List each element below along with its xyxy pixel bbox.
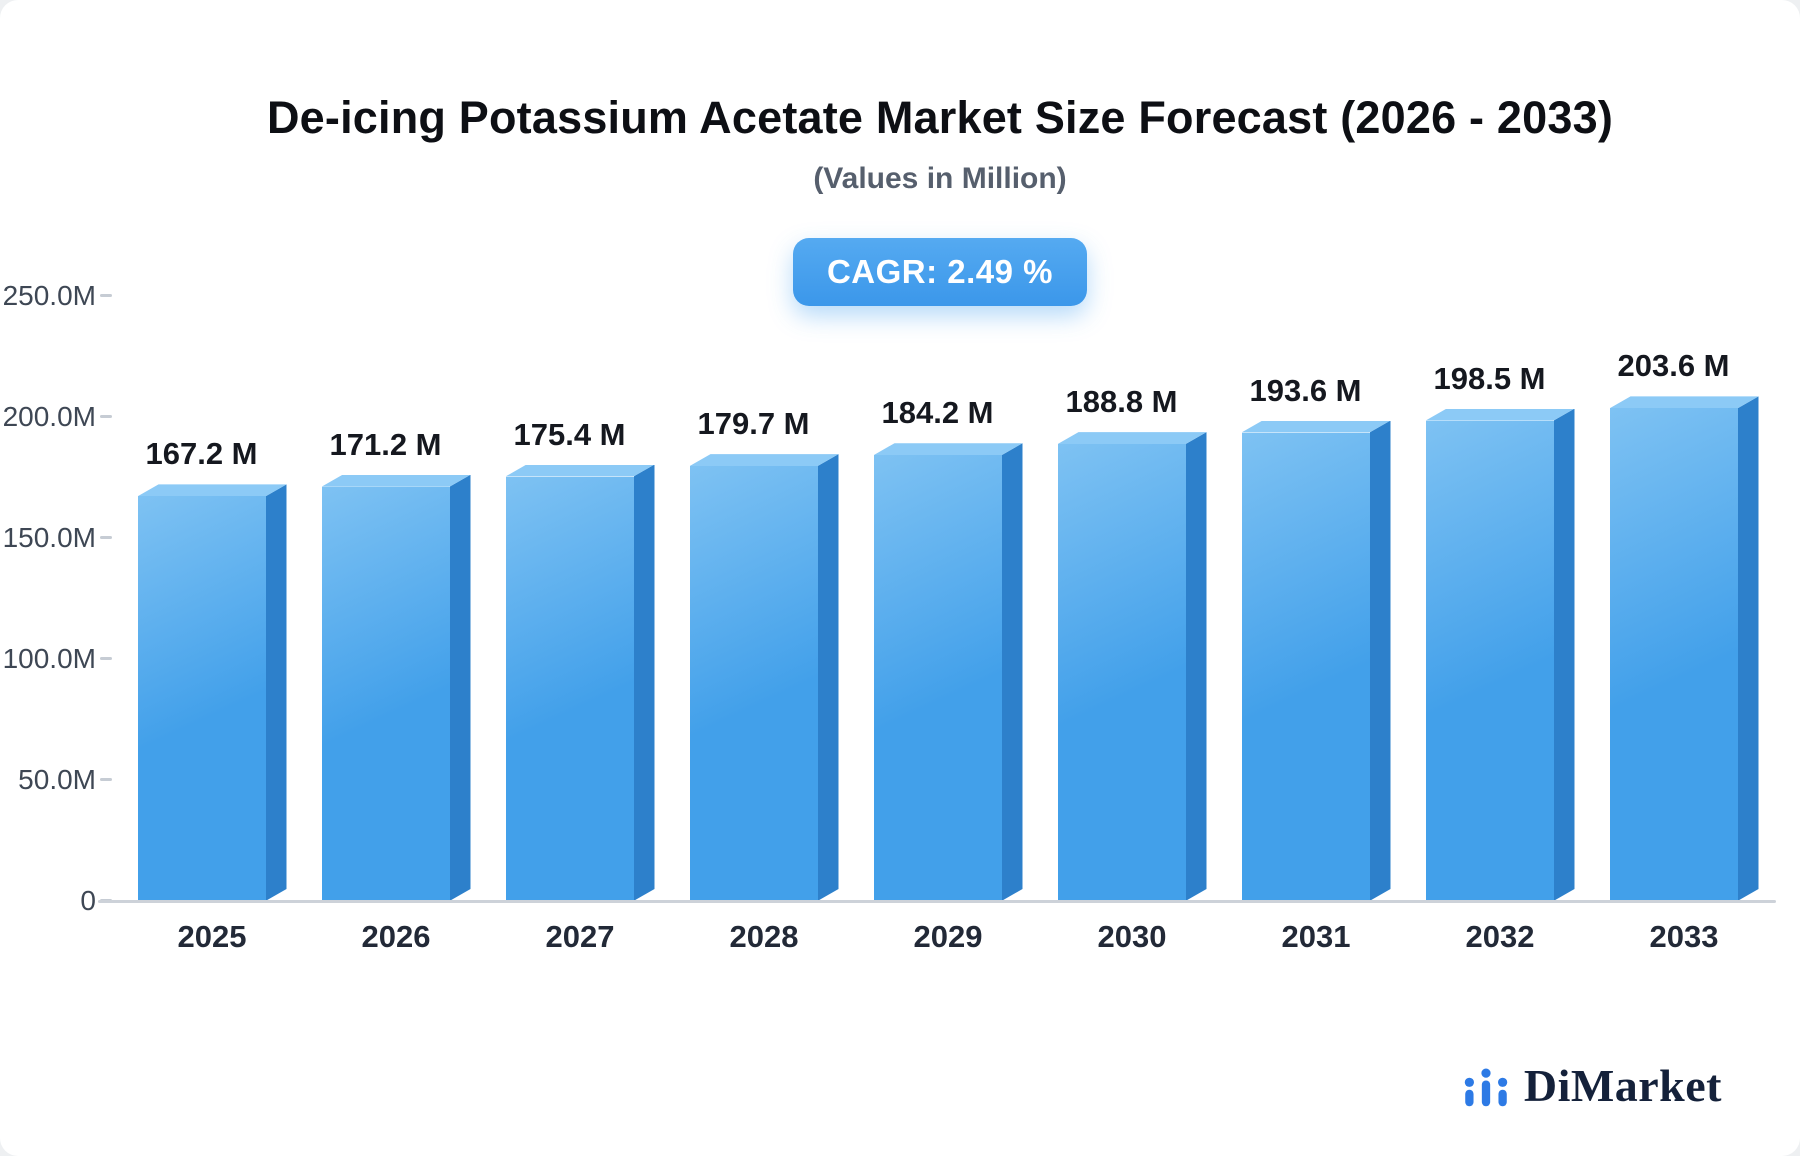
bar-side-face [1554,409,1575,901]
bar-side-face [1002,443,1023,901]
x-axis-labels: 2025 2026 2027 2028 2029 2030 2031 2032 2033 [120,919,1776,955]
axis-tick-mark [100,536,112,539]
bar-slot: 167.2 M [120,296,304,901]
brand-logo: DiMarket [1462,1059,1722,1112]
bar-value-label: 179.7 M [697,406,810,442]
bar-side-face [450,475,471,901]
bar-slot: 188.8 M [1040,296,1224,901]
x-axis-label: 2031 [1281,919,1351,954]
bar-2033: 203.6 M [1609,348,1759,901]
y-axis-tick-label: 100.0M [2,643,96,674]
x-axis-label: 2025 [177,919,247,954]
y-axis-tick-label: 250.0M [2,280,96,311]
y-axis-tick-label: 0 [80,885,96,916]
bar-value-label: 175.4 M [513,416,626,452]
brand-name: DiMarket [1523,1060,1722,1111]
bar-top-face [505,464,655,477]
bar-2029: 184.2 M [873,395,1023,901]
bar-value-label: 171.2 M [329,426,442,462]
bar-top-face [1241,420,1391,433]
bar-2030: 188.8 M [1057,384,1207,901]
bar-slot: 203.6 M [1592,296,1776,901]
chart-subtitle: (Values in Million) [813,162,1067,195]
bar-2026: 171.2 M [321,427,471,901]
bars-row: 167.2 M 171.2 M 175.4 M 179.7 M 184.2 M 188.8… [120,296,1776,901]
bar-side-face [1186,432,1207,901]
bar-front-face [505,476,634,901]
bar-front-face [873,455,1002,901]
y-axis-tick-label: 50.0M [18,764,96,795]
bar-value-label: 188.8 M [1065,384,1178,420]
y-axis: 0 50.0M 100.0M 150.0M 200.0M 250.0M [0,280,96,916]
axis-tick-mark [100,778,112,781]
axis-tick-mark [100,294,112,297]
bar-slot: 198.5 M [1408,296,1592,901]
bar-top-face [1425,408,1575,421]
bar-top-face [689,454,839,467]
bar-top-face [873,443,1023,456]
bar-front-face [1057,444,1186,901]
bar-front-face [137,496,266,901]
bar-front-face [1241,432,1370,901]
bar-value-label: 193.6 M [1249,372,1362,408]
x-axis-label: 2030 [1097,919,1167,954]
bar-2028: 179.7 M [689,406,839,901]
bar-2031: 193.6 M [1241,373,1391,901]
plot-area: 167.2 M 171.2 M 175.4 M 179.7 M 184.2 M 188.8… [98,296,1776,954]
bar-top-face [321,474,471,487]
chart-header: De-icing Potassium Acetate Market Size F… [0,0,1800,306]
cagr-badge-wrap: CAGR: 2.49 % [80,238,1800,306]
bar-2032: 198.5 M [1425,361,1575,901]
chart-title: De-icing Potassium Acetate Market Size F… [266,92,1614,143]
bar-side-face [1370,421,1391,902]
bar-2025: 167.2 M [137,436,287,901]
bar-top-face [137,484,287,497]
x-axis-label: 2033 [1649,919,1719,954]
bar-top-face [1057,432,1207,445]
axis-tick-mark [100,415,112,418]
x-axis-label: 2026 [361,919,431,954]
y-ticks [100,294,114,902]
dimarket-bars-logo-icon [1464,1067,1508,1106]
x-axis-line [98,900,1776,903]
bar-value-label: 167.2 M [145,436,258,472]
x-axis-label: 2032 [1465,919,1535,954]
bar-slot: 171.2 M [304,296,488,901]
bar-value-label: 184.2 M [881,395,994,431]
y-axis-tick-label: 200.0M [2,401,96,432]
bar-top-face [1609,396,1759,409]
bar-side-face [818,454,839,901]
bar-front-face [1425,420,1554,901]
bar-value-label: 203.6 M [1617,348,1730,384]
cagr-badge: CAGR: 2.49 % [792,238,1088,306]
x-axis-label: 2028 [729,919,799,954]
bar-front-face [689,466,818,901]
bar-slot: 193.6 M [1224,296,1408,901]
y-axis-tick-label: 150.0M [2,522,96,553]
bar-side-face [266,484,287,901]
bar-front-face [1609,408,1738,901]
axis-tick-mark [100,657,112,660]
bar-slot: 175.4 M [488,296,672,901]
bar-side-face [634,465,655,902]
x-axis-label: 2027 [545,919,615,954]
bar-front-face [321,486,450,901]
bar-value-label: 198.5 M [1433,360,1546,396]
bar-slot: 179.7 M [672,296,856,901]
bar-slot: 184.2 M [856,296,1040,901]
bar-side-face [1738,396,1759,901]
bar-2027: 175.4 M [505,417,655,901]
x-axis-label: 2029 [913,919,983,954]
